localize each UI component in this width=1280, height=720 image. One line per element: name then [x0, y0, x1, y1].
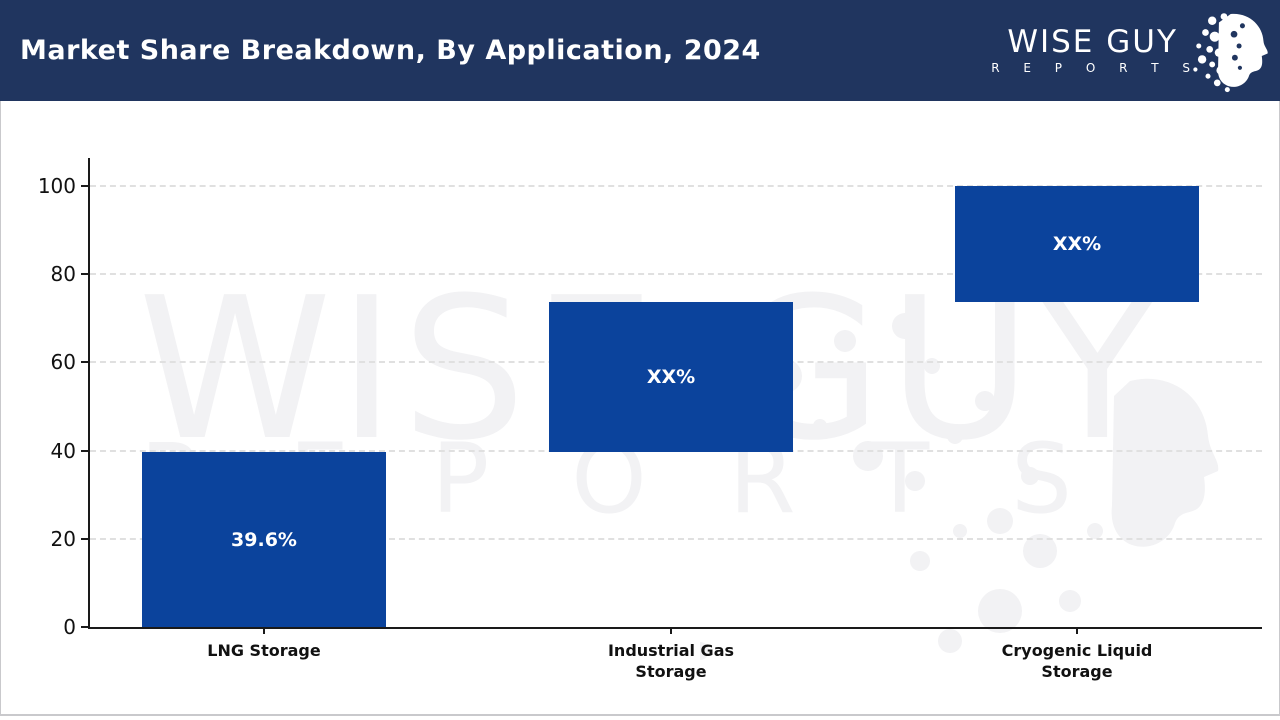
y-tick-mark [81, 626, 88, 628]
bar-segment: XX% [549, 302, 793, 453]
y-tick-mark [81, 449, 88, 452]
x-tick-label-line: Cryogenic Liquid [1001, 641, 1153, 660]
bar-value-label: 39.6% [231, 528, 297, 551]
logo-wordmark-line1: WISE GUY [1007, 23, 1178, 60]
y-tick-label: 40 [50, 438, 76, 463]
y-tick-mark [81, 185, 88, 187]
x-tick-label-line: LNG Storage [207, 641, 321, 660]
y-tick-label: 60 [50, 350, 76, 375]
y-tick-mark [81, 273, 88, 276]
x-tick-label: LNG Storage [104, 640, 424, 661]
x-tick-mark [670, 627, 672, 634]
y-tick-label: 0 [63, 615, 76, 639]
y-tick-mark [81, 361, 88, 364]
x-axis-line [88, 627, 1262, 629]
header: Market Share Breakdown, By Application, … [0, 0, 1280, 101]
face-profile-dots-icon [1193, 12, 1268, 92]
gridline [90, 537, 1262, 540]
x-tick-label-line: Storage [635, 662, 707, 681]
bar-segment: 39.6% [142, 452, 386, 627]
x-tick-mark [1076, 627, 1078, 634]
x-tick-label: Industrial Gas Storage [511, 640, 831, 682]
gridline [90, 273, 1262, 276]
y-tick-mark [81, 537, 88, 540]
bar-chart: 39.6% XX% XX% 0 20 40 60 80 100 LNG Storage Indus… [38, 146, 1262, 681]
x-tick-mark [263, 627, 265, 634]
y-axis-line [88, 158, 90, 627]
logo-wordmark: WISE GUY R E P O R T S [985, 23, 1200, 75]
bar-value-label: XX% [646, 366, 696, 389]
bar-value-label: XX% [1052, 233, 1102, 256]
x-tick-label: Cryogenic Liquid Storage [917, 640, 1237, 682]
wise-guy-reports-logo: WISE GUY R E P O R T S [985, 9, 1280, 93]
y-tick-label: 100 [37, 174, 76, 198]
page-title: Market Share Breakdown, By Application, … [20, 35, 761, 66]
x-tick-label-line: Industrial Gas [607, 641, 735, 660]
logo-wordmark-line2: R E P O R T S [991, 60, 1200, 75]
y-tick-label: 80 [50, 262, 76, 287]
y-tick-label: 20 [50, 526, 76, 551]
bar-segment: XX% [955, 186, 1199, 303]
x-tick-label-line: Storage [1041, 662, 1113, 681]
gridline [90, 185, 1262, 187]
